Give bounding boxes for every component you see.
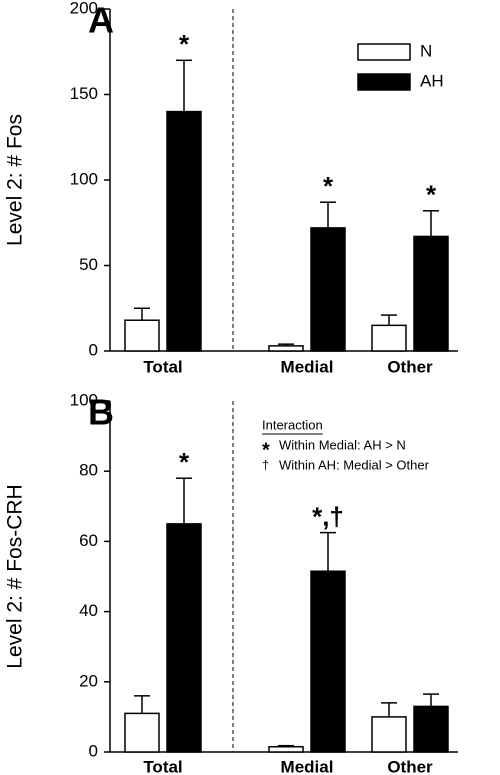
y-tick-label: 0 bbox=[89, 741, 98, 760]
bar bbox=[124, 712, 160, 753]
y-tick-label: 150 bbox=[70, 84, 98, 103]
panel-label: B bbox=[88, 392, 114, 433]
x-tick-label: Total bbox=[143, 357, 182, 376]
significance-label: * bbox=[179, 29, 190, 59]
y-tick-label: 100 bbox=[70, 169, 98, 188]
x-tick-label: Medial bbox=[281, 757, 334, 775]
note-symbol: * bbox=[262, 439, 270, 461]
legend-swatch bbox=[357, 43, 411, 61]
significance-label: * bbox=[323, 171, 334, 201]
bar bbox=[310, 227, 346, 352]
y-tick-label: 200 bbox=[70, 0, 98, 17]
x-tick-label: Other bbox=[387, 757, 433, 775]
significance-label: *,† bbox=[312, 502, 344, 532]
legend-swatch bbox=[357, 73, 411, 91]
bar bbox=[413, 705, 449, 753]
bar bbox=[268, 745, 304, 753]
note-text: Within Medial: AH > N bbox=[279, 437, 406, 452]
y-tick-label: 60 bbox=[79, 531, 98, 550]
y-axis-label: Level 2: # Fos-CRH bbox=[4, 484, 27, 668]
y-tick-label: 80 bbox=[79, 461, 98, 480]
bar bbox=[124, 319, 160, 352]
note-symbol: † bbox=[262, 457, 269, 472]
significance-label: * bbox=[426, 180, 437, 210]
bar bbox=[166, 523, 202, 753]
x-tick-label: Total bbox=[143, 757, 182, 775]
panel-label: A bbox=[88, 0, 114, 41]
y-tick-label: 40 bbox=[79, 601, 98, 620]
note-title: Interaction bbox=[262, 417, 323, 432]
x-tick-label: Other bbox=[387, 357, 433, 376]
bar bbox=[268, 345, 304, 352]
bar bbox=[371, 324, 407, 352]
bar bbox=[310, 570, 346, 753]
note-text: Within AH: Medial > Other bbox=[279, 457, 430, 472]
x-tick-label: Medial bbox=[281, 357, 334, 376]
bar bbox=[371, 716, 407, 753]
y-axis-label: Level 2: # Fos bbox=[4, 114, 27, 246]
y-tick-label: 20 bbox=[79, 671, 98, 690]
bar bbox=[413, 235, 449, 352]
legend-label: AH bbox=[420, 71, 444, 90]
y-tick-label: 0 bbox=[89, 340, 98, 359]
legend-label: N bbox=[420, 41, 432, 60]
significance-label: * bbox=[179, 447, 190, 477]
y-tick-label: 100 bbox=[70, 390, 98, 409]
bar bbox=[166, 110, 202, 352]
y-tick-label: 50 bbox=[79, 255, 98, 274]
